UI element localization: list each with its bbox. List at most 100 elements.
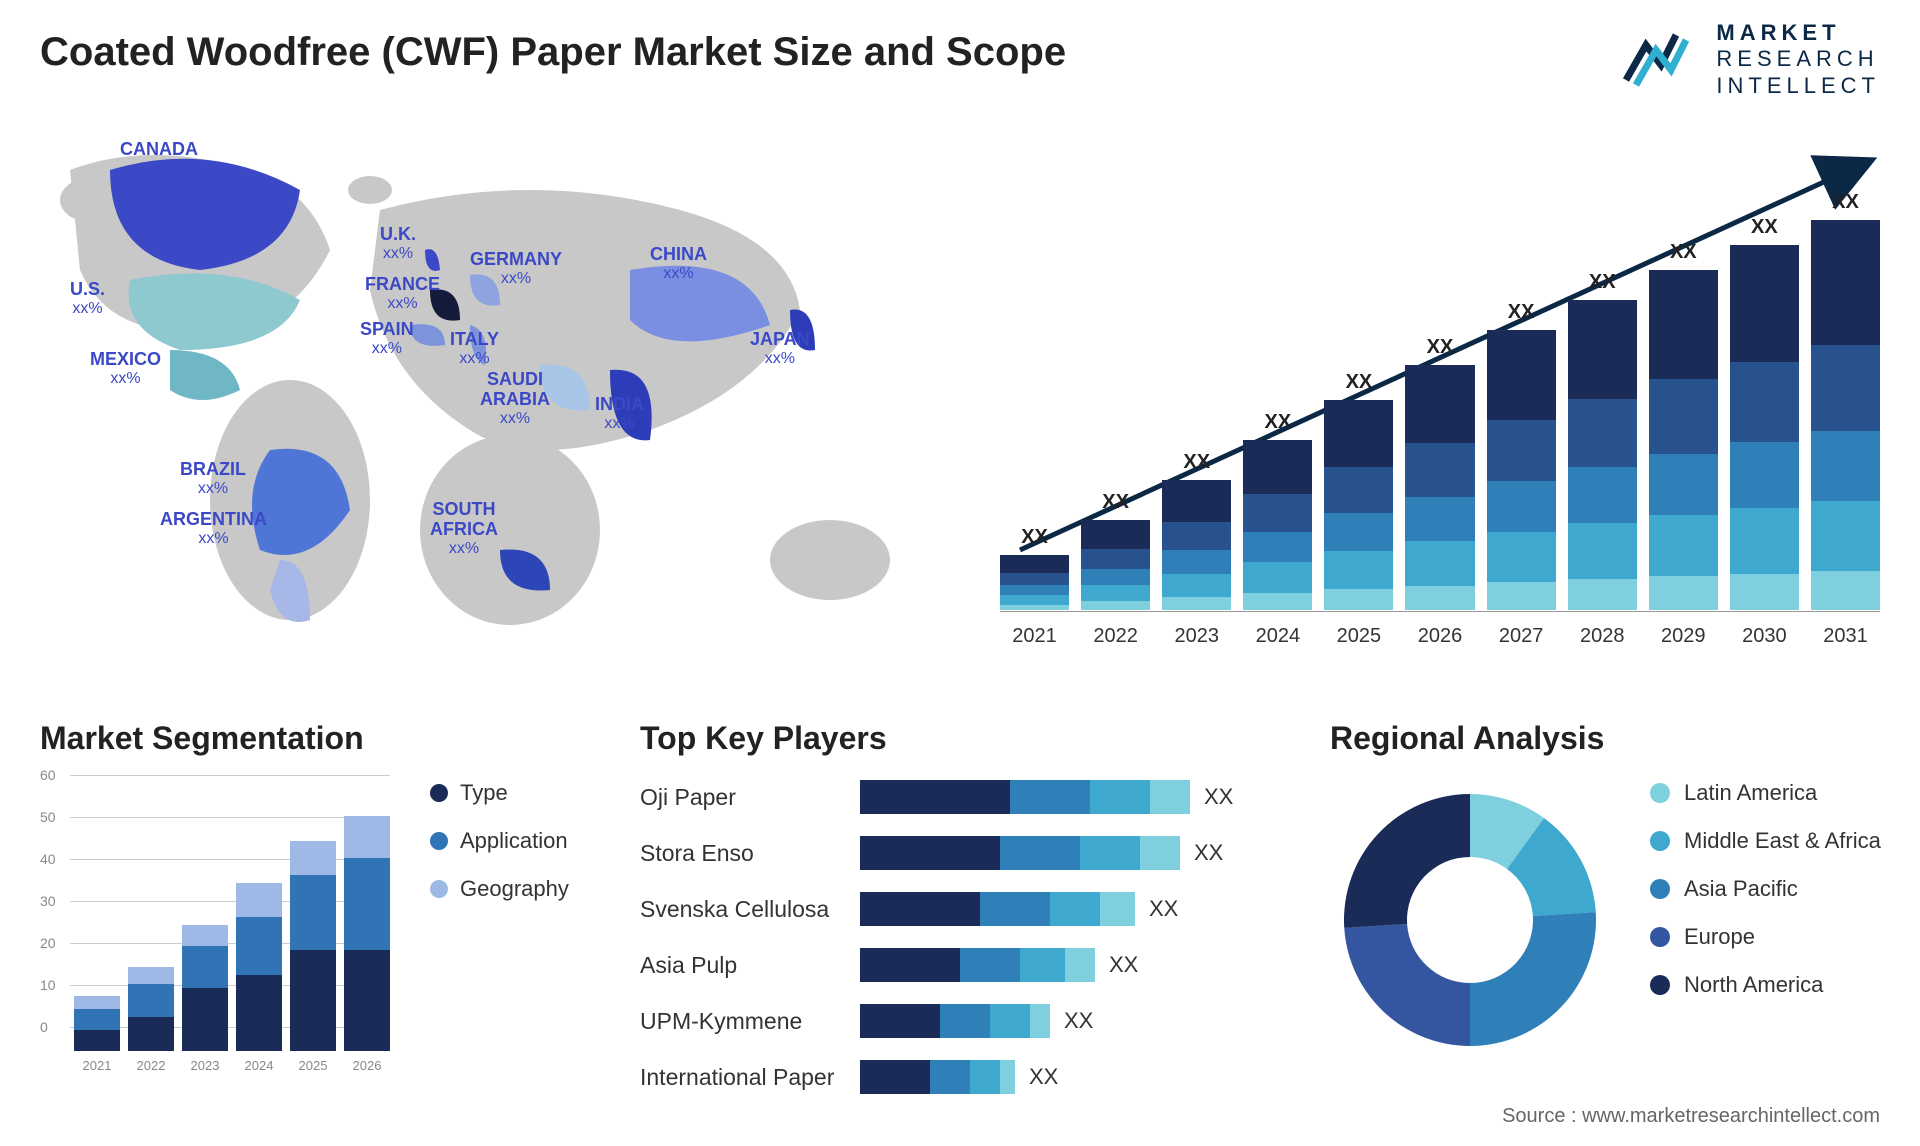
seg-ytick: 40: [40, 851, 56, 867]
main-bar-segment: [1000, 555, 1069, 573]
legend-label: Type: [460, 780, 508, 806]
main-bar-segment: [1487, 330, 1556, 420]
regional-legend: Latin America Middle East & Africa Asia Pa…: [1650, 780, 1881, 1020]
main-bar-segment: [1324, 513, 1393, 551]
main-bar-value: XX: [1508, 301, 1535, 324]
main-bar-2023: XX2023: [1162, 451, 1231, 610]
main-bar-segment: [1730, 508, 1799, 574]
main-bar-segment: [1568, 467, 1637, 523]
map-label-canada: CANADAxx%: [120, 140, 198, 177]
logo-text-1: MARKET: [1716, 20, 1880, 46]
main-bar-segment: [1811, 501, 1880, 571]
main-bar-segment: [1405, 443, 1474, 497]
main-bar-segment: [1568, 300, 1637, 399]
seg-bar-segment: [344, 816, 390, 858]
player-value: XX: [1109, 952, 1138, 978]
seg-bar-2024: 2024: [236, 883, 282, 1051]
main-bar-value: XX: [1102, 491, 1129, 514]
regional-legend-item: Asia Pacific: [1650, 876, 1881, 902]
legend-label: Asia Pacific: [1684, 876, 1798, 902]
player-row: Svenska Cellulosa XX: [640, 887, 1280, 931]
main-bar-segment: [1000, 573, 1069, 585]
legend-dot-icon: [1650, 783, 1670, 803]
main-bar-segment: [1243, 562, 1312, 593]
seg-bar-segment: [236, 917, 282, 976]
player-value: XX: [1194, 840, 1223, 866]
player-bar-segment: [1080, 836, 1140, 870]
regional-legend-item: Latin America: [1650, 780, 1881, 806]
legend-label: Application: [460, 828, 568, 854]
source-text: Source : www.marketresearchintellect.com: [1502, 1105, 1880, 1128]
page-title: Coated Woodfree (CWF) Paper Market Size …: [40, 30, 1066, 75]
seg-ytick: 30: [40, 893, 56, 909]
legend-label: Latin America: [1684, 780, 1817, 806]
donut-slice: [1470, 912, 1596, 1046]
main-bar-segment: [1243, 593, 1312, 610]
player-name: Svenska Cellulosa: [640, 896, 860, 923]
main-bar-segment: [1487, 532, 1556, 582]
seg-bar-segment: [128, 1017, 174, 1051]
seg-bar-segment: [290, 841, 336, 875]
main-bar-segment: [1243, 532, 1312, 563]
main-bar-value: XX: [1751, 216, 1778, 239]
seg-bar-2022: 2022: [128, 967, 174, 1051]
main-bar-segment: [1405, 541, 1474, 585]
regional-panel: Regional Analysis Latin AmericaMiddle Ea…: [1330, 720, 1890, 775]
player-name: International Paper: [640, 1064, 860, 1091]
main-bar-segment: [1324, 400, 1393, 467]
legend-label: Middle East & Africa: [1684, 828, 1881, 854]
main-bar-segment: [1081, 569, 1150, 585]
seg-bar-segment: [236, 883, 282, 917]
regional-title: Regional Analysis: [1330, 720, 1890, 757]
player-bar-segment: [940, 1004, 990, 1038]
player-bar-segment: [1000, 836, 1080, 870]
main-bar-year: 2031: [1811, 625, 1880, 648]
map-label-argentina: ARGENTINAxx%: [160, 510, 267, 547]
player-value: XX: [1204, 784, 1233, 810]
main-bar-value: XX: [1589, 271, 1616, 294]
main-bar-2025: XX2025: [1324, 371, 1393, 610]
main-bar-segment: [1487, 481, 1556, 531]
seg-ytick: 60: [40, 767, 56, 783]
seg-legend-item: Geography: [430, 876, 569, 902]
seg-bar-segment: [290, 950, 336, 1051]
main-bar-segment: [1081, 549, 1150, 569]
main-bar-segment: [1568, 523, 1637, 579]
main-bar-segment: [1730, 574, 1799, 611]
seg-xlabel: 2023: [182, 1058, 228, 1073]
legend-dot-icon: [430, 832, 448, 850]
legend-label: North America: [1684, 972, 1823, 998]
main-bar-segment: [1000, 595, 1069, 605]
map-label-saudi-arabia: SAUDIARABIAxx%: [480, 370, 550, 427]
map-label-u-s-: U.S.xx%: [70, 280, 105, 317]
player-value: XX: [1029, 1064, 1058, 1090]
donut-chart: [1330, 780, 1610, 1060]
segmentation-panel: Market Segmentation 01020304050602021202…: [40, 720, 600, 1075]
map-label-south-africa: SOUTHAFRICAxx%: [430, 500, 498, 557]
main-bar-year: 2025: [1324, 625, 1393, 648]
map-region-mexico: [170, 350, 240, 400]
main-bar-value: XX: [1264, 411, 1291, 434]
main-bar-segment: [1649, 515, 1718, 576]
legend-dot-icon: [1650, 975, 1670, 995]
map-label-china: CHINAxx%: [650, 245, 707, 282]
seg-bar-segment: [236, 975, 282, 1051]
main-bar-value: XX: [1021, 526, 1048, 549]
main-bar-segment: [1000, 585, 1069, 595]
player-value: XX: [1149, 896, 1178, 922]
main-bar-segment: [1405, 497, 1474, 541]
legend-dot-icon: [1650, 927, 1670, 947]
regional-legend-item: Europe: [1650, 924, 1881, 950]
player-name: Oji Paper: [640, 784, 860, 811]
segmentation-legend: Type Application Geography: [430, 780, 569, 924]
main-bar-year: 2021: [1000, 625, 1069, 648]
seg-ytick: 0: [40, 1019, 48, 1035]
player-bar-segment: [1010, 780, 1090, 814]
seg-xlabel: 2021: [74, 1058, 120, 1073]
main-bar-value: XX: [1670, 241, 1697, 264]
main-bar-segment: [1649, 454, 1718, 515]
segmentation-chart: 0102030405060202120222023202420252026: [40, 775, 390, 1075]
seg-bar-2026: 2026: [344, 816, 390, 1051]
player-bar-segment: [1100, 892, 1135, 926]
players-title: Top Key Players: [640, 720, 1280, 757]
